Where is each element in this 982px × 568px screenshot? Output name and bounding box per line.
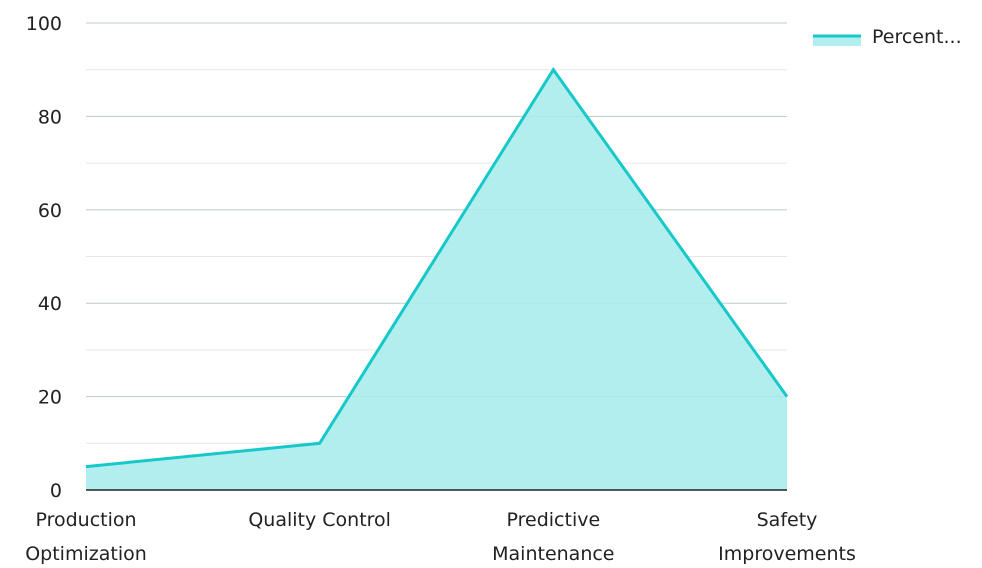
legend-swatch-fill [813,36,861,46]
x-axis: Production Optimization Quality Control Pre… [25,489,856,565]
x-tick-label: Predictive Maintenance [492,509,614,564]
y-tick-label: 60 [38,200,62,222]
legend-label: Percent... [872,26,962,48]
y-tick-label: 20 [38,387,62,409]
y-axis: 0 20 40 60 80 100 [26,13,62,502]
series-line [85,67,789,469]
plot-area [85,22,789,490]
x-tick-label: Production Optimization [25,509,147,564]
y-tick-label: 100 [26,13,62,35]
y-tick-label: 80 [38,106,62,128]
y-tick-label: 0 [50,480,62,502]
legend: Percent... [813,26,962,48]
series-area-fill [86,69,787,490]
x-tick-label: Safety Improvements [718,509,856,564]
y-tick-label: 40 [38,293,62,315]
x-tick-label: Quality Control [248,509,391,531]
